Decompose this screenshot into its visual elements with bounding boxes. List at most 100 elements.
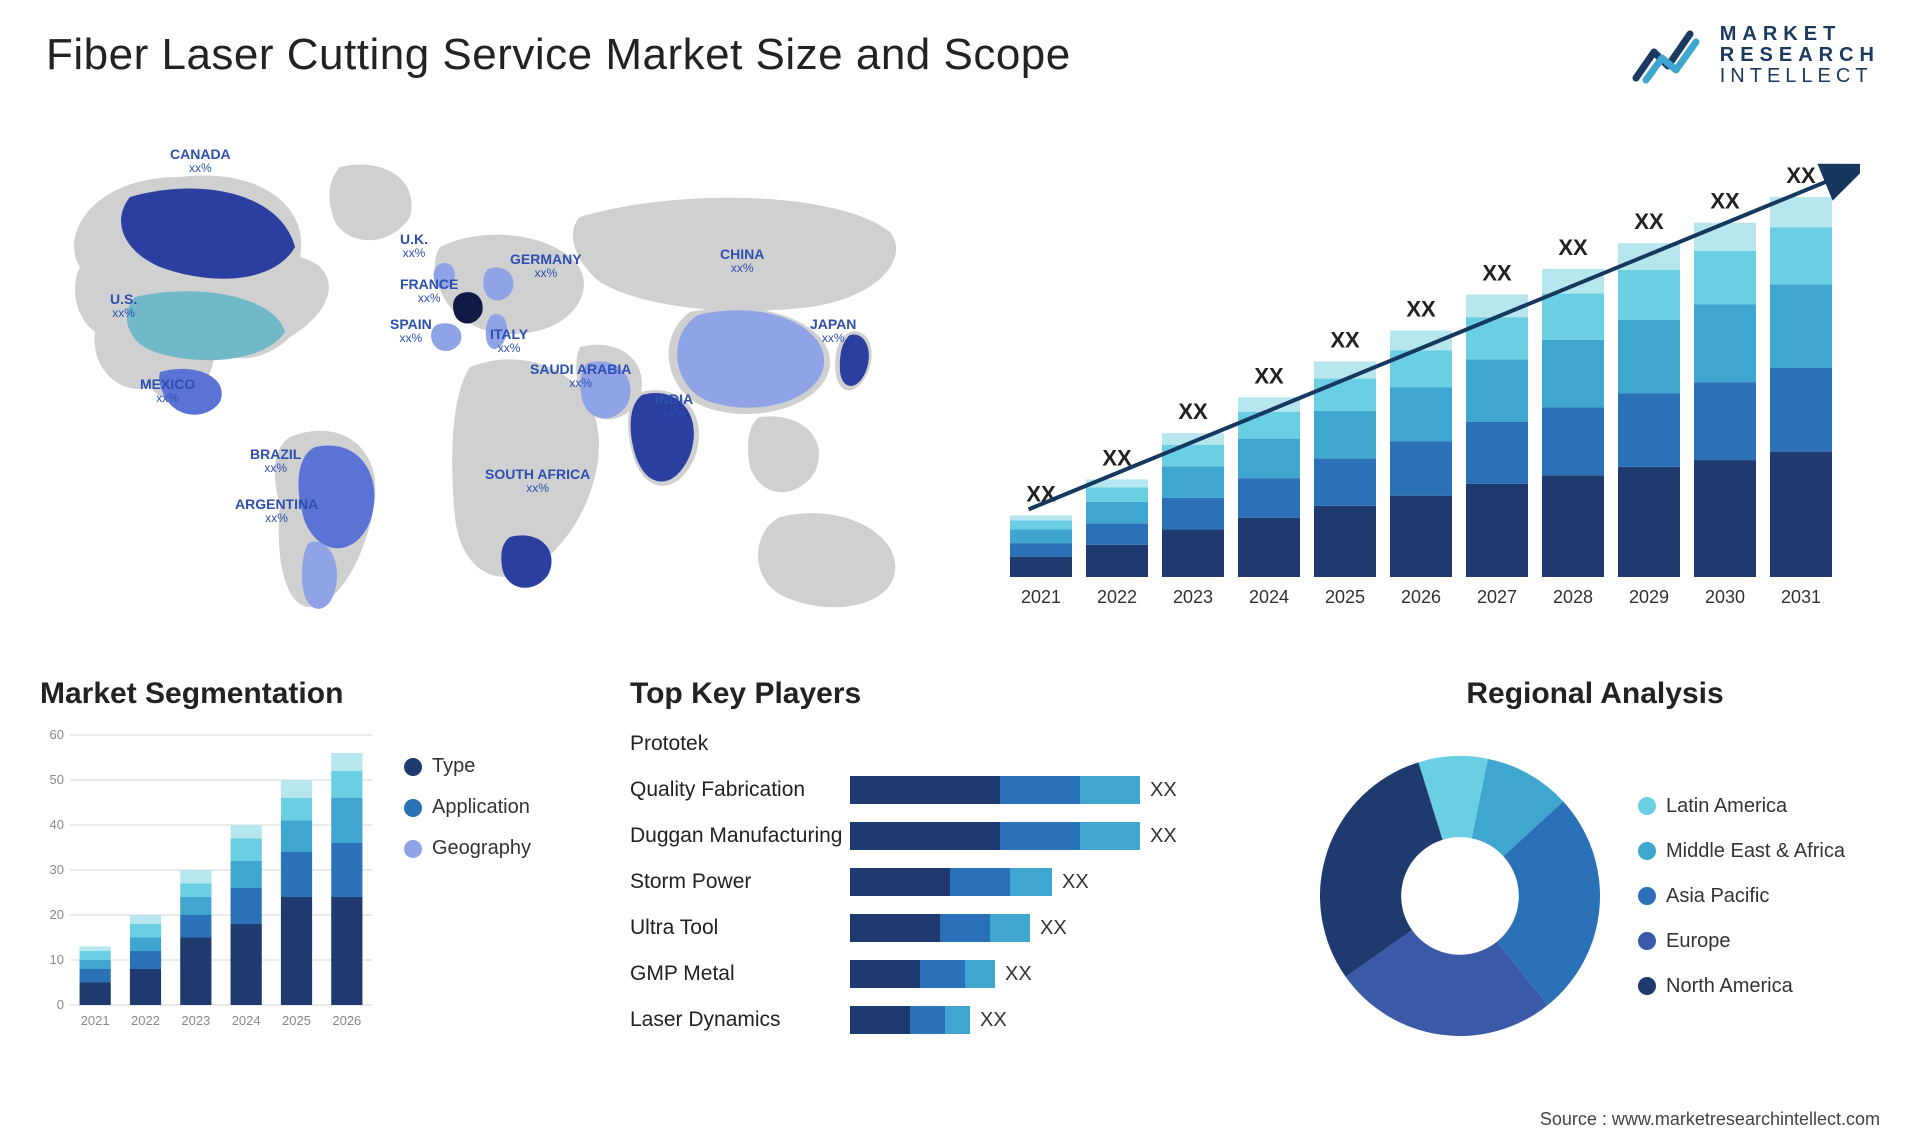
svg-text:2021: 2021: [1021, 587, 1061, 607]
brand-logo: MARKET RESEARCH INTELLECT: [1632, 24, 1880, 87]
growth-chart-svg: XX2021XX2022XX2023XX2024XX2025XX2026XX20…: [980, 137, 1860, 637]
svg-text:2023: 2023: [181, 1013, 210, 1028]
map-label-name: BRAZIL: [250, 446, 301, 462]
map-label-japan: JAPANxx%: [810, 317, 856, 346]
key-players-title: Top Key Players: [630, 677, 1280, 711]
map-label-name: MEXICO: [140, 376, 195, 392]
svg-text:2022: 2022: [1097, 587, 1137, 607]
svg-text:20: 20: [50, 907, 64, 922]
map-label-pct: xx%: [235, 512, 318, 525]
svg-text:XX: XX: [1634, 209, 1664, 234]
bottom-row: Market Segmentation 01020304050602021202…: [40, 677, 1880, 1067]
player-row: Ultra ToolXX: [630, 909, 1280, 947]
map-label-brazil: BRAZILxx%: [250, 447, 301, 476]
svg-text:2024: 2024: [1249, 587, 1289, 607]
player-name: Laser Dynamics: [630, 1008, 850, 1032]
player-bar-segment: [850, 914, 940, 942]
legend-label: Type: [432, 755, 475, 778]
regional-body: Latin AmericaMiddle East & AfricaAsia Pa…: [1310, 725, 1880, 1067]
logo-line2: RESEARCH: [1720, 45, 1880, 66]
player-value: XX: [980, 1009, 1007, 1032]
svg-text:2021: 2021: [81, 1013, 110, 1028]
player-name: GMP Metal: [630, 962, 850, 986]
top-row: CANADAxx%U.S.xx%MEXICOxx%BRAZILxx%ARGENT…: [40, 117, 1880, 637]
player-bar-segment: [1080, 822, 1140, 850]
map-label-name: SPAIN: [390, 316, 432, 332]
legend-swatch: [404, 799, 422, 817]
map-label-name: JAPAN: [810, 316, 856, 332]
player-bar-wrap: XX: [850, 914, 1280, 942]
map-label-pct: xx%: [400, 292, 458, 305]
player-value: XX: [1005, 963, 1032, 986]
player-bar: [850, 822, 1140, 850]
svg-text:XX: XX: [1254, 363, 1284, 388]
player-bar-segment: [1000, 776, 1080, 804]
logo-mark-icon: [1632, 26, 1710, 86]
map-label-india: INDIAxx%: [655, 392, 693, 421]
map-label-u-s-: U.S.xx%: [110, 292, 137, 321]
legend-swatch: [1638, 797, 1656, 815]
svg-text:2026: 2026: [1401, 587, 1441, 607]
player-name: Storm Power: [630, 870, 850, 894]
player-value: XX: [1150, 825, 1177, 848]
player-bar-segment: [1000, 822, 1080, 850]
player-bar: [850, 868, 1052, 896]
map-label-canada: CANADAxx%: [170, 147, 231, 176]
player-bar-segment: [945, 1006, 970, 1034]
svg-text:XX: XX: [1406, 297, 1436, 322]
map-label-pct: xx%: [530, 377, 631, 390]
player-bar-segment: [850, 1006, 910, 1034]
player-bar: [850, 776, 1140, 804]
map-label-pct: xx%: [140, 392, 195, 405]
svg-text:2028: 2028: [1553, 587, 1593, 607]
key-players-panel: Top Key Players Prototek Quality Fabricat…: [630, 677, 1280, 1067]
segmentation-title: Market Segmentation: [40, 677, 600, 711]
player-name: Prototek: [630, 732, 850, 756]
map-label-name: INDIA: [655, 391, 693, 407]
player-row: Duggan ManufacturingXX: [630, 817, 1280, 855]
svg-text:2026: 2026: [332, 1013, 361, 1028]
regional-donut: [1310, 746, 1610, 1046]
player-row: Prototek: [630, 725, 1280, 763]
map-label-pct: xx%: [250, 462, 301, 475]
svg-text:0: 0: [57, 997, 64, 1012]
svg-text:2031: 2031: [1781, 587, 1821, 607]
map-label-name: SOUTH AFRICA: [485, 466, 590, 482]
map-label-u-k-: U.K.xx%: [400, 232, 428, 261]
legend-swatch: [1638, 932, 1656, 950]
map-label-italy: ITALYxx%: [490, 327, 528, 356]
svg-text:10: 10: [50, 952, 64, 967]
map-label-name: U.S.: [110, 291, 137, 307]
player-bar: [850, 914, 1030, 942]
svg-text:XX: XX: [1178, 399, 1208, 424]
map-label-argentina: ARGENTINAxx%: [235, 497, 318, 526]
svg-text:2027: 2027: [1477, 587, 1517, 607]
map-label-name: U.K.: [400, 231, 428, 247]
legend-label: Application: [432, 796, 530, 819]
player-bar-segment: [850, 868, 950, 896]
growth-chart-panel: XX2021XX2022XX2023XX2024XX2025XX2026XX20…: [980, 117, 1880, 637]
player-bar-segment: [950, 868, 1010, 896]
player-bar: [850, 1006, 970, 1034]
svg-text:2025: 2025: [1325, 587, 1365, 607]
player-bar-segment: [965, 960, 995, 988]
svg-text:50: 50: [50, 772, 64, 787]
logo-line1: MARKET: [1720, 24, 1880, 45]
player-name: Quality Fabrication: [630, 778, 850, 802]
map-label-germany: GERMANYxx%: [510, 252, 582, 281]
page-title: Fiber Laser Cutting Service Market Size …: [46, 30, 1071, 80]
player-bar-wrap: XX: [850, 868, 1280, 896]
player-bar-segment: [850, 776, 1000, 804]
legend-item: Asia Pacific: [1638, 885, 1880, 908]
map-label-pct: xx%: [810, 332, 856, 345]
legend-item: Geography: [404, 837, 600, 860]
svg-text:XX: XX: [1482, 261, 1512, 286]
map-label-saudi-arabia: SAUDI ARABIAxx%: [530, 362, 631, 391]
player-bar-wrap: XX: [850, 822, 1280, 850]
svg-text:30: 30: [50, 862, 64, 877]
legend-item: Application: [404, 796, 600, 819]
player-bar-segment: [920, 960, 965, 988]
segmentation-svg: 0102030405060202120222023202420252026: [40, 725, 380, 1035]
map-label-name: CHINA: [720, 246, 764, 262]
segmentation-legend: Type Application Geography: [404, 725, 600, 1035]
